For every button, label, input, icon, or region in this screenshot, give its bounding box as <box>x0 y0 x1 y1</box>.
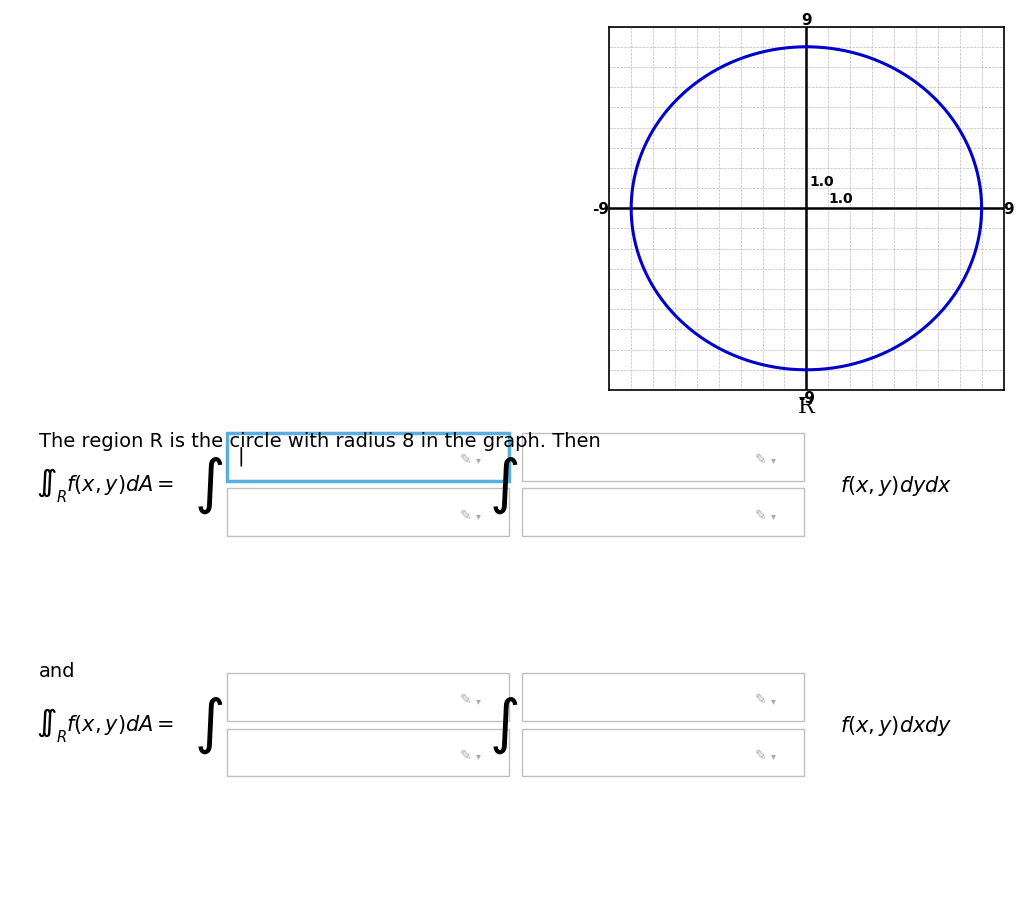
Text: $\int\!\!\!\int_R f(x,y)dA =$: $\int\!\!\!\int_R f(x,y)dA =$ <box>36 706 174 744</box>
Text: and: and <box>39 662 76 680</box>
Text: ▾: ▾ <box>771 750 775 760</box>
Text: -9: -9 <box>798 391 815 405</box>
Text: ▾: ▾ <box>476 455 480 465</box>
Text: $f(x,y)dxdy$: $f(x,y)dxdy$ <box>840 713 952 737</box>
Text: |: | <box>238 446 244 465</box>
Text: $\int$: $\int$ <box>195 455 223 516</box>
Text: ▾: ▾ <box>771 455 775 465</box>
Text: ✎: ✎ <box>755 748 767 762</box>
Text: ✎: ✎ <box>460 748 472 762</box>
Text: $\int$: $\int$ <box>489 455 518 516</box>
Text: $\int$: $\int$ <box>489 695 518 755</box>
Text: ✎: ✎ <box>755 693 767 707</box>
Text: The region R is the circle with radius 8 in the graph. Then: The region R is the circle with radius 8… <box>39 432 601 451</box>
Text: $\int$: $\int$ <box>195 695 223 755</box>
Text: ▾: ▾ <box>476 695 480 705</box>
Text: ✎: ✎ <box>460 693 472 707</box>
Text: 1.0: 1.0 <box>810 175 835 189</box>
Text: ▾: ▾ <box>476 510 480 520</box>
Text: ▾: ▾ <box>476 750 480 760</box>
Text: 9: 9 <box>1004 201 1014 217</box>
Text: ▾: ▾ <box>771 510 775 520</box>
Text: $\int\!\!\!\int_R f(x,y)dA =$: $\int\!\!\!\int_R f(x,y)dA =$ <box>36 466 174 505</box>
Text: ✎: ✎ <box>755 508 767 522</box>
Text: 1.0: 1.0 <box>828 192 853 206</box>
Text: ✎: ✎ <box>460 508 472 522</box>
Text: ✎: ✎ <box>460 453 472 467</box>
Text: ▾: ▾ <box>771 695 775 705</box>
Text: ✎: ✎ <box>755 453 767 467</box>
Text: R: R <box>798 395 814 417</box>
Text: -9: -9 <box>592 201 609 217</box>
Text: 9: 9 <box>801 13 812 28</box>
Text: $f(x,y)dydx$: $f(x,y)dydx$ <box>840 473 952 497</box>
